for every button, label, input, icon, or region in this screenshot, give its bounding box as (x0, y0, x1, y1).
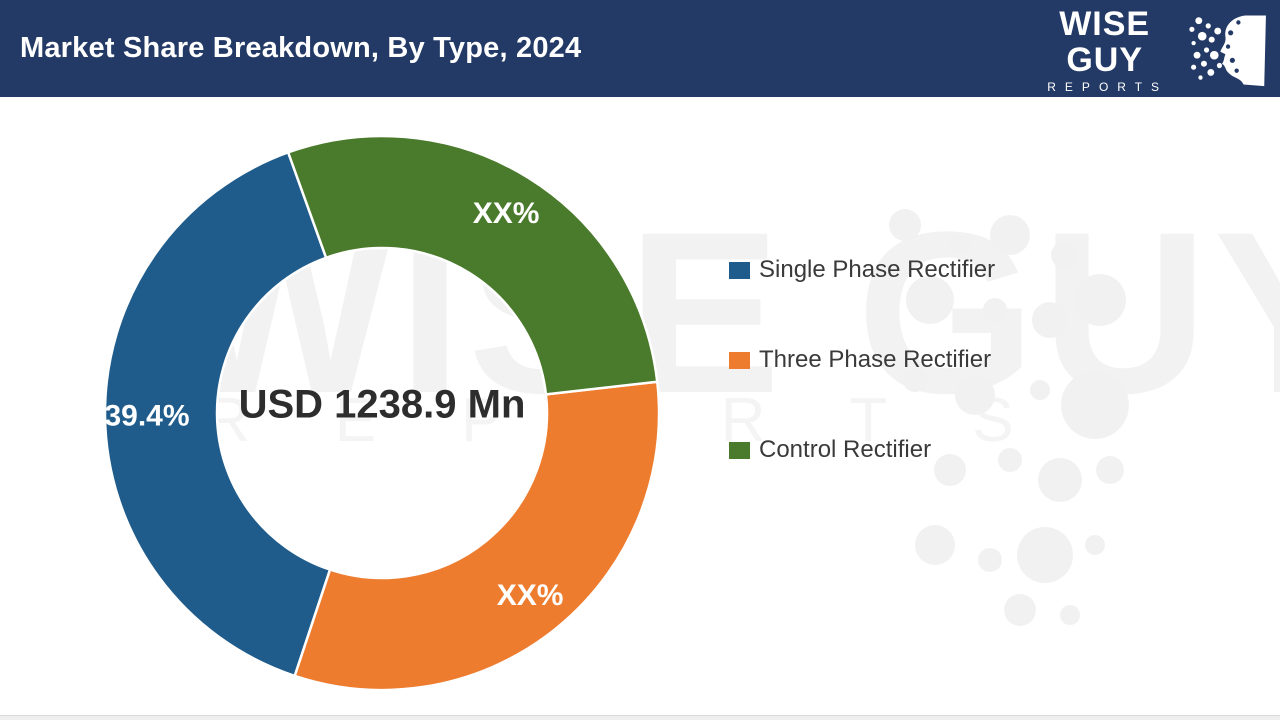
watermark-dot (903, 368, 927, 392)
legend-swatch (729, 441, 750, 459)
footer-strip (0, 716, 1280, 720)
watermark-dot (1017, 527, 1073, 583)
legend-swatch (729, 351, 750, 369)
wise-guy-logo: WISE GUY REPORTS (1028, 6, 1268, 94)
page-title: Market Share Breakdown, By Type, 2024 (20, 32, 582, 64)
slice-percentage-label: XX% (473, 197, 540, 230)
watermark-dot (906, 276, 954, 324)
donut-slice-three-phase-rectifier (293, 380, 661, 692)
legend-item: Control Rectifier (729, 436, 995, 464)
watermark-dot (1032, 302, 1068, 338)
watermark-dot (950, 235, 970, 255)
logo-subtitle: REPORTS (1047, 80, 1169, 94)
watermark-dot (983, 298, 1007, 322)
watermark-dot (990, 215, 1030, 255)
slice-percentage-label: 39.4% (104, 399, 189, 432)
watermark-dot (1096, 456, 1124, 484)
watermark-dot (1051, 241, 1079, 269)
watermark-dot (978, 548, 1002, 572)
watermark-dot (1060, 605, 1080, 625)
watermark-dot (1004, 594, 1036, 626)
logo-face-icon (1189, 15, 1267, 87)
slice-percentage-label: XX% (497, 579, 564, 612)
logo-wordmark: WISE GUY (1059, 5, 1151, 79)
legend-item: Three Phase Rectifier (729, 346, 995, 374)
watermark-dot (1030, 380, 1050, 400)
donut-slice-single-phase-rectifier (103, 151, 332, 678)
footer-rule (0, 715, 1280, 716)
watermark-dot (1085, 535, 1105, 555)
watermark-dot (915, 525, 955, 565)
donut-slice-control-rectifier (286, 134, 659, 396)
watermark-dot (1038, 458, 1082, 502)
watermark-dot (998, 448, 1022, 472)
watermark-dot (889, 209, 921, 241)
legend-label: Control Rectifier (759, 436, 932, 463)
legend-item: Single Phase Rectifier (729, 256, 995, 284)
chart-center-value: USD 1238.9 Mn (238, 382, 526, 427)
watermark-dot (1061, 371, 1129, 439)
legend-label: Three Phase Rectifier (759, 346, 992, 373)
watermark-dot (1074, 274, 1126, 326)
logo-text: WISE GUY REPORTS (1028, 6, 1181, 94)
legend-swatch (729, 261, 750, 279)
watermark-dot (955, 375, 995, 415)
header-banner: Market Share Breakdown, By Type, 2024 WI… (0, 0, 1280, 97)
watermark-dot (934, 454, 966, 486)
chart-legend: Single Phase Rectifier Three Phase Rectif… (729, 256, 995, 526)
legend-label: Single Phase Rectifier (759, 256, 996, 283)
